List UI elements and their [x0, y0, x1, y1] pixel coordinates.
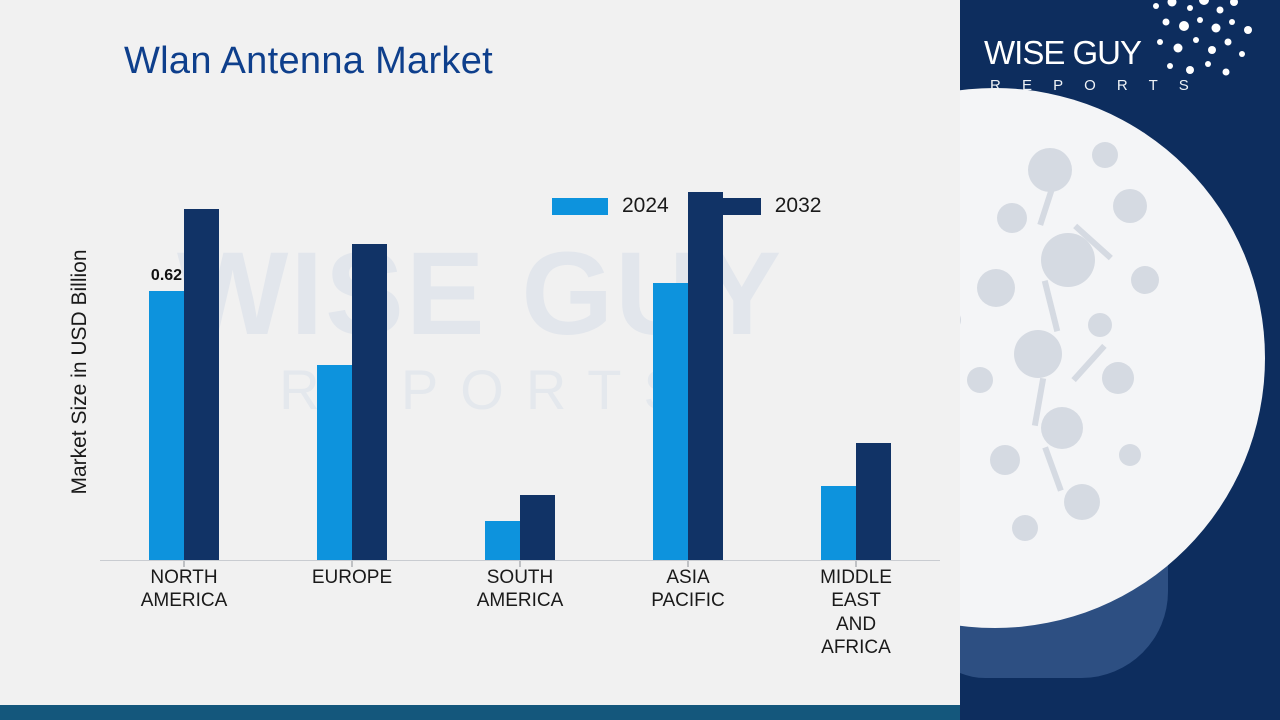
axis-tick — [855, 560, 857, 567]
molecular-dots-pattern — [960, 142, 1159, 541]
legend-item-2032[interactable]: 2032 — [704, 194, 822, 218]
category-label-line: PACIFIC — [651, 590, 725, 612]
page-title: Wlan Antenna Market — [124, 40, 494, 82]
bar-pair — [821, 170, 891, 567]
category-label-line: AFRICA — [821, 637, 891, 659]
brand-logo-sub-text: R E P O R T S — [990, 77, 1198, 94]
axis-tick — [351, 560, 353, 567]
category-label-south-america: SOUTH AMERICA — [436, 566, 604, 659]
category-label-line: NORTH — [150, 567, 218, 588]
category-label-line: AND — [835, 613, 877, 635]
bar-group-north-america: 0.62 — [100, 170, 268, 567]
brand-logo-main-text: WISE GUY — [984, 34, 1142, 71]
chart-panel: WISE GUY REPORTS Wlan Antenna Market Mar… — [68, 40, 940, 659]
bar-2032-south-america[interactable] — [520, 495, 555, 560]
bar-2024-europe[interactable] — [317, 365, 352, 560]
bar-2024-north-america[interactable]: 0.62 — [149, 267, 184, 560]
category-label-line: SOUTH — [486, 567, 554, 588]
chart-legend: 2024 2032 — [552, 194, 821, 218]
bar-pair: 0.62 — [149, 170, 219, 567]
bar-2024-south-america[interactable] — [485, 521, 520, 560]
bar-pair — [317, 170, 387, 567]
brand-panel: WISE GUY R E P O R T S — [960, 0, 1280, 720]
category-label-europe: EUROPE — [268, 566, 436, 659]
logo-dot-cluster-icon — [1153, 0, 1252, 76]
bottom-accent-strip — [0, 705, 960, 720]
category-label-line: AMERICA — [140, 590, 228, 612]
axis-tick — [519, 560, 521, 567]
legend-label-2024: 2024 — [622, 194, 669, 217]
bar-2032-asia-pacific[interactable] — [688, 191, 723, 560]
category-label-north-america: NORTH AMERICA — [100, 566, 268, 659]
category-label-line: ASIA — [666, 567, 710, 588]
category-label-line: MIDDLE — [820, 567, 892, 588]
brand-logo: WISE GUY R E P O R T S — [984, 34, 1254, 94]
bar-2032-north-america[interactable] — [184, 209, 219, 560]
category-label-asia-pacific: ASIA PACIFIC — [604, 566, 772, 659]
bar-group-asia-pacific — [604, 170, 772, 567]
bar-groups: 0.62 — [100, 170, 940, 567]
axis-tick — [183, 560, 185, 567]
y-axis-label: Market Size in USD Billion — [68, 249, 91, 495]
legend-item-2024[interactable]: 2024 — [552, 194, 669, 218]
legend-swatch-2024 — [552, 197, 608, 215]
category-label-line: EUROPE — [311, 567, 393, 588]
category-label-middle-east-and-africa: MIDDLE EAST AND AFRICA — [772, 566, 940, 659]
bar-pair — [485, 170, 555, 567]
bar-group-south-america — [436, 170, 604, 567]
x-axis-baseline — [100, 560, 940, 561]
bar-2032-middle-east-and-africa[interactable] — [856, 443, 891, 560]
category-label-line: AMERICA — [476, 590, 564, 612]
bar-group-europe — [268, 170, 436, 567]
x-axis-category-labels: NORTH AMERICA EUROPE SOUTH AMERICA ASIA PACIFI… — [100, 566, 940, 659]
legend-label-2032: 2032 — [774, 194, 822, 217]
legend-swatch-2032 — [704, 197, 761, 215]
axis-tick — [687, 560, 689, 567]
bar-pair — [653, 170, 723, 567]
bar-2024-middle-east-and-africa[interactable] — [821, 486, 856, 560]
category-label-line: EAST — [831, 590, 881, 612]
bar-2032-europe[interactable] — [352, 243, 387, 560]
bar-2024-asia-pacific[interactable] — [653, 282, 688, 560]
bar-group-middle-east-and-africa — [772, 170, 940, 567]
bar-value-label: 0.62 — [150, 267, 183, 285]
